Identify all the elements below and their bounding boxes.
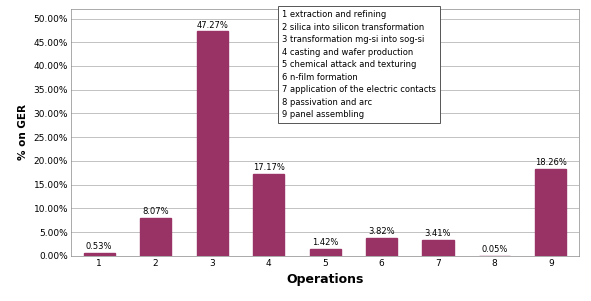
Text: 0.05%: 0.05% [481, 245, 508, 254]
Bar [423, 240, 453, 256]
Text: 1.42%: 1.42% [312, 238, 338, 247]
Text: 18.26%: 18.26% [535, 158, 567, 167]
Text: 17.17%: 17.17% [252, 163, 284, 172]
X-axis label: Operations: Operations [287, 273, 363, 286]
Bar [535, 169, 566, 256]
Bar [366, 238, 397, 256]
Bar [253, 174, 284, 256]
Text: 3.41%: 3.41% [425, 229, 452, 238]
Y-axis label: % on GER: % on GER [18, 104, 28, 160]
Text: 47.27%: 47.27% [196, 20, 228, 29]
Text: 0.53%: 0.53% [86, 242, 112, 251]
Bar [140, 218, 171, 256]
Text: 8.07%: 8.07% [142, 207, 169, 216]
Text: 3.82%: 3.82% [368, 227, 395, 236]
Bar [310, 249, 340, 256]
Bar [197, 32, 228, 256]
Bar [84, 253, 115, 256]
Text: 1 extraction and refining
2 silica into silicon transformation
3 transformation : 1 extraction and refining 2 silica into … [282, 10, 436, 119]
